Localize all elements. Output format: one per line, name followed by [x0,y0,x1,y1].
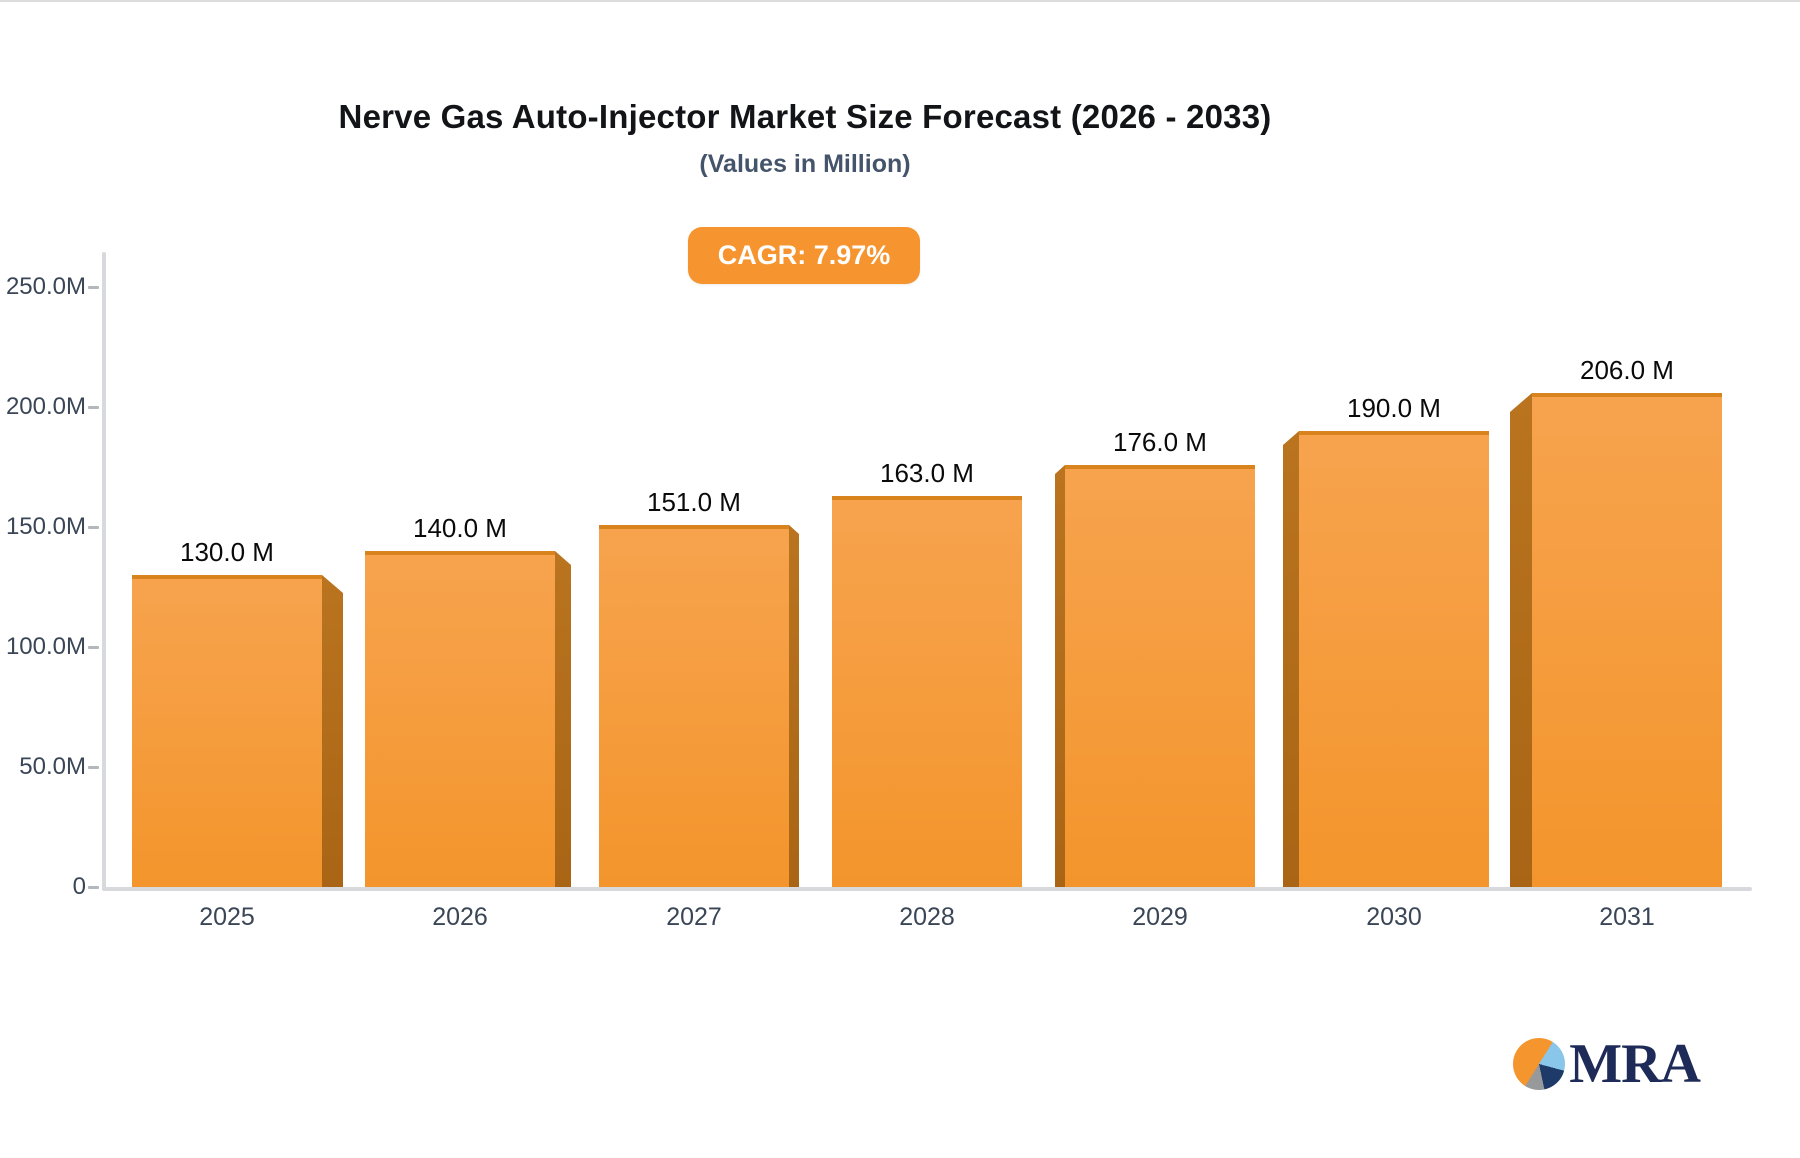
y-axis-line [102,252,106,891]
chart-subtitle: (Values in Million) [699,150,911,178]
y-axis-tick-mark [88,646,99,649]
bar-2031 [1532,393,1722,887]
mra-logo: MRA [1513,1033,1701,1095]
bar-value-label: 176.0 M [1113,427,1207,457]
y-axis-tick-label: 150.0M [5,513,86,540]
bar-value-label: 190.0 M [1347,393,1441,423]
bar-value-label: 151.0 M [647,487,741,517]
bar-3d-side [789,525,799,887]
x-axis-label-2031: 2031 [1599,903,1655,931]
x-axis-label-2027: 2027 [666,903,722,931]
bar-2030 [1299,431,1489,887]
bar-2027 [599,525,789,887]
y-axis-tick-label: 50.0M [19,753,86,780]
bar-2025 [132,575,322,887]
y-axis-tick-label: 0 [72,873,86,900]
bar-value-label: 163.0 M [880,458,974,488]
x-axis-line [102,887,1752,891]
bar-3d-side [555,551,571,887]
bar-value-label: 206.0 M [1580,355,1674,385]
y-axis-tick-label: 250.0M [5,273,86,300]
bar-3d-side [322,575,343,887]
y-axis-tick-mark [88,886,99,889]
y-axis-tick-mark [88,286,99,289]
x-axis-label-2030: 2030 [1366,903,1422,931]
bar-2029 [1065,465,1255,887]
x-axis-label-2028: 2028 [899,903,955,931]
x-axis-label-2026: 2026 [432,903,488,931]
cagr-badge: CAGR: 7.97% [688,227,920,284]
y-axis-tick-label: 100.0M [5,633,86,660]
bar-2026 [365,551,555,887]
bar-3d-side [1283,431,1299,887]
chart-title: Nerve Gas Auto-Injector Market Size Fore… [338,98,1272,135]
bar-2028 [832,496,1022,887]
y-axis-tick-mark [88,766,99,769]
bar-value-label: 130.0 M [180,537,274,567]
mra-logo-text: MRA [1569,1033,1701,1095]
y-axis-tick-mark [88,406,99,409]
x-axis-label-2025: 2025 [199,903,255,931]
bar-value-label: 140.0 M [413,513,507,543]
mra-logo-pie-icon [1513,1038,1566,1090]
y-axis-tick-mark [88,526,99,529]
bar-3d-side [1510,393,1532,887]
x-axis-label-2029: 2029 [1132,903,1188,931]
y-axis-tick-label: 200.0M [5,393,86,420]
bar-3d-side [1055,465,1065,887]
